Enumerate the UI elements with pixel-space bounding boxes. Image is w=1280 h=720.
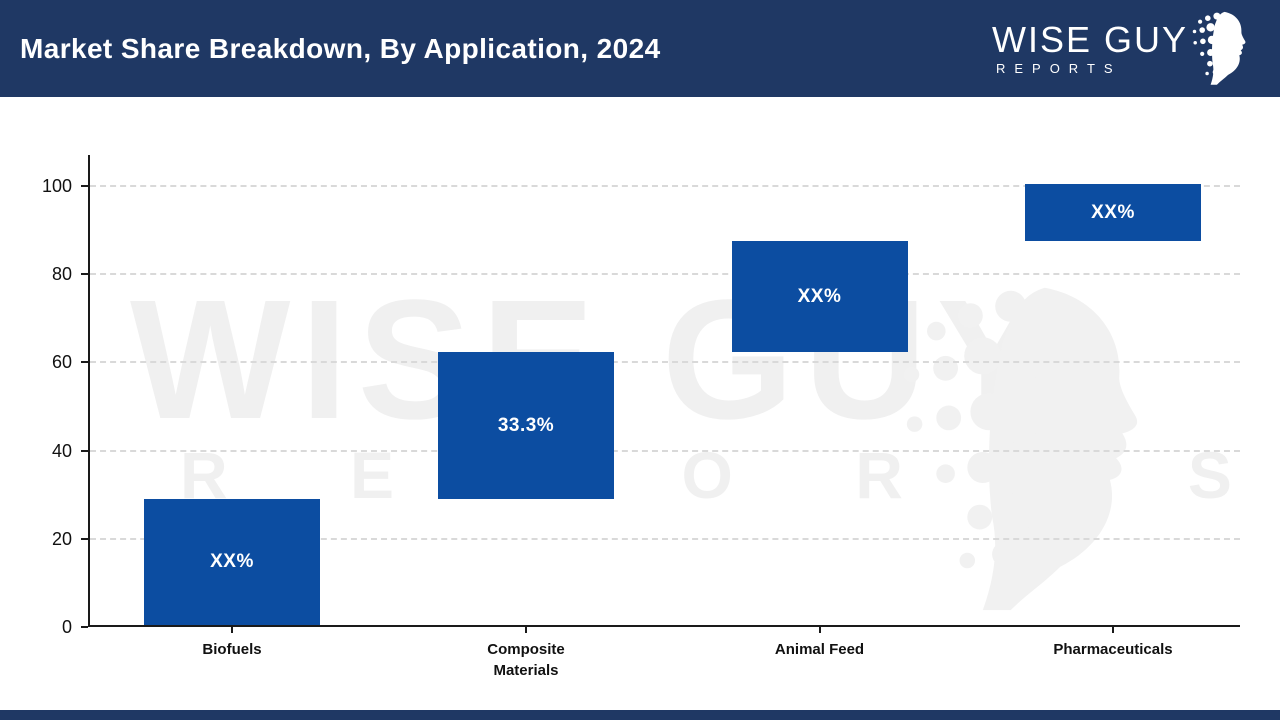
x-axis-label-pharmaceuticals: Pharmaceuticals	[1053, 641, 1173, 658]
chart-title: Market Share Breakdown, By Application, …	[20, 32, 661, 64]
y-axis-label-80: 80	[51, 264, 72, 285]
gridline-40	[90, 449, 1240, 452]
bar-pharmaceuticals: XX%	[1025, 183, 1201, 242]
x-tick-1	[525, 625, 527, 633]
gridline-80	[90, 273, 1240, 276]
y-axis-label-0: 0	[61, 617, 72, 637]
brand-name: WISE GUY	[991, 18, 1188, 60]
brand-subtitle: REPORTS	[995, 60, 1122, 76]
y-tick-20	[81, 537, 88, 540]
gridline-60	[90, 361, 1240, 364]
y-axis-label-100: 100	[41, 175, 72, 196]
x-axis-label-composite-materials: Composite Materials	[487, 641, 565, 679]
y-tick-0	[81, 626, 88, 628]
x-tick-2	[818, 625, 821, 633]
y-tick-80	[81, 273, 88, 276]
y-axis-label-60: 60	[51, 352, 72, 373]
x-axis-label-animal-feed: Animal Feed	[774, 641, 865, 658]
x-tick-3	[1112, 625, 1114, 633]
plot-area: XX% 33.3% XX% XX% Biofuels Composite Mat…	[42, 155, 1240, 679]
header-band: Market Share Breakdown, By Application, …	[0, 0, 1280, 97]
y-tick-60	[81, 361, 88, 364]
bar-value-label: XX%	[210, 551, 254, 573]
bar-animal-feed: XX%	[731, 241, 908, 353]
brand-face-icon	[1192, 11, 1246, 85]
footer-band	[0, 710, 1280, 720]
x-axis-label-biofuels: Biofuels	[202, 641, 262, 658]
bar-value-label: XX%	[1091, 201, 1135, 223]
gridline-100	[90, 184, 1240, 187]
bar-value-label: XX%	[797, 285, 842, 307]
chart-canvas: WISE GUY R E P O R T S XX% 33.3% XX%	[0, 97, 1280, 710]
bar-composite-materials: 33.3%	[438, 352, 614, 500]
bar-value-label: 33.3%	[497, 414, 555, 436]
brand-logo-text: WISE GUY REPORTS	[991, 18, 1188, 76]
y-tick-100	[81, 184, 88, 187]
x-tick-0	[231, 625, 233, 633]
bar-biofuels: XX%	[144, 499, 320, 625]
y-axis-label-40: 40	[51, 440, 72, 461]
y-axis-label-20: 20	[51, 528, 72, 549]
gridline-20	[90, 537, 1240, 540]
brand-logo: WISE GUY REPORTS	[992, 9, 1254, 89]
y-tick-40	[81, 449, 88, 452]
